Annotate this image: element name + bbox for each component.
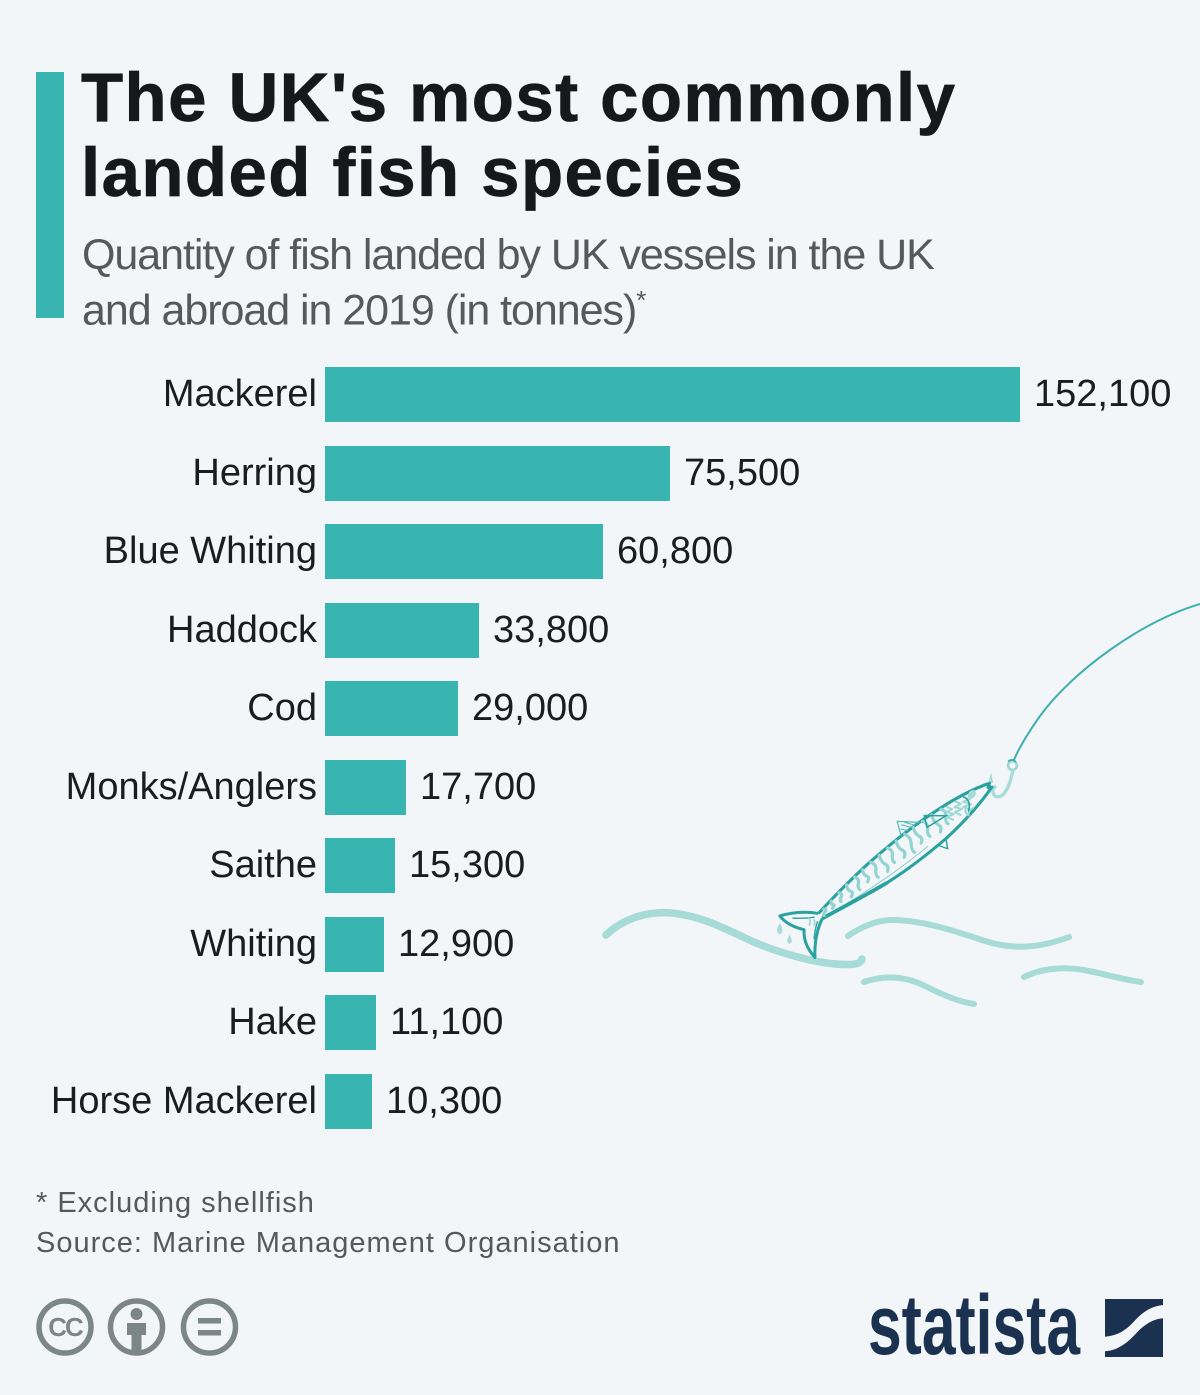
svg-text:statista: statista (868, 1288, 1081, 1363)
svg-text:CC: CC (48, 1312, 84, 1342)
